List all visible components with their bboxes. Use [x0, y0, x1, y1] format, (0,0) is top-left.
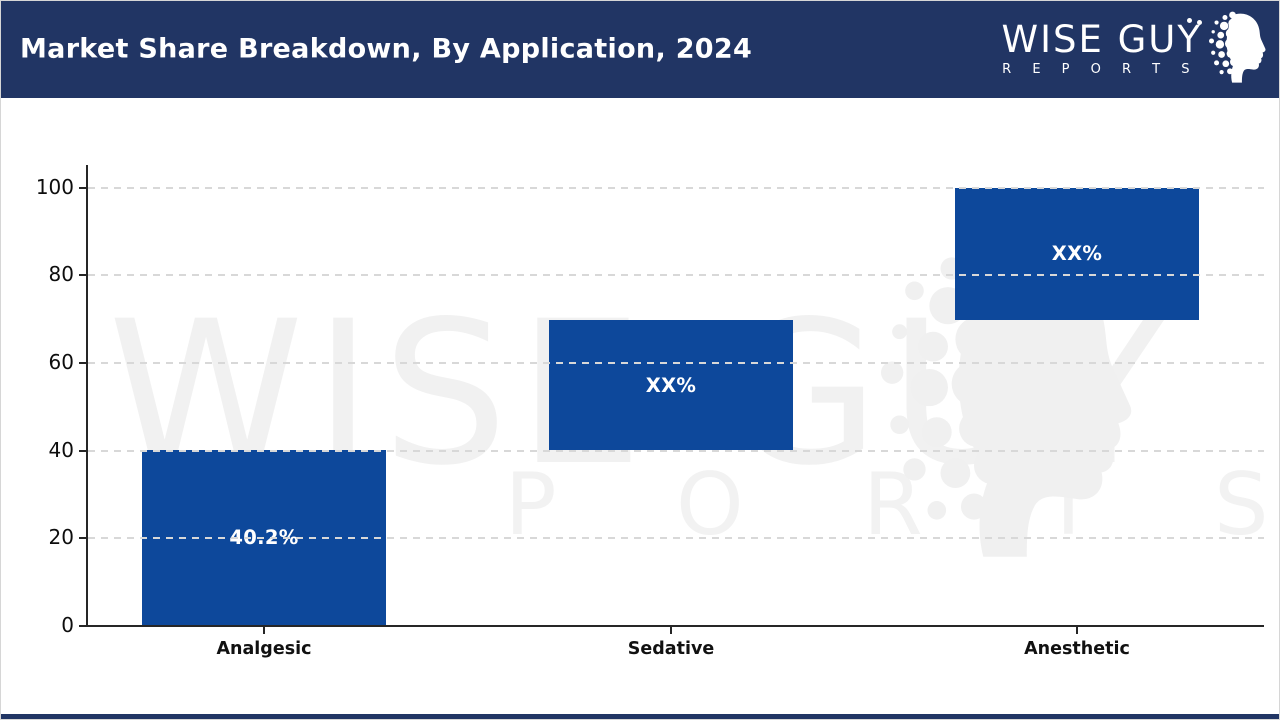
x-axis-line	[86, 625, 1264, 627]
y-axis-line	[86, 165, 88, 627]
brand-logo-text: WISE GUY R E P O R T S	[1001, 18, 1202, 77]
category-label-sedative: Sedative	[627, 639, 715, 659]
y-tick-mark	[79, 537, 86, 540]
category-label-analgesic: Analgesic	[216, 639, 312, 659]
y-tick-label: 80	[48, 262, 74, 287]
logo-y-dots-decoration	[1187, 18, 1192, 23]
category-label-anesthetic: Anesthetic	[1024, 639, 1130, 659]
gridline-100	[88, 186, 1264, 189]
y-tick-label: 0	[61, 613, 74, 637]
y-tick-mark	[79, 449, 86, 452]
gridline-60	[88, 361, 1264, 364]
gridline-20	[88, 537, 1264, 540]
header-bar: Market Share Breakdown, By Application, …	[0, 0, 1280, 98]
brand-logo: WISE GUY R E P O R T S	[1002, 4, 1272, 94]
bar-anesthetic: XX%	[955, 187, 1199, 321]
y-tick-mark	[79, 186, 86, 189]
x-tick-mark	[263, 627, 265, 634]
bar-sedative: XX%	[549, 320, 793, 450]
x-tick-mark	[1076, 627, 1078, 634]
y-tick-label: 40	[48, 437, 74, 462]
y-tick-mark	[79, 361, 86, 364]
y-tick-mark	[79, 274, 86, 277]
bar-value-label: XX%	[1051, 242, 1103, 266]
y-tick-mark	[79, 625, 86, 627]
x-tick-mark	[670, 627, 672, 634]
footer-bar	[0, 714, 1280, 720]
brand-logo-wordmark: WISE GUY	[1001, 18, 1202, 61]
y-tick-label: 100	[35, 174, 74, 199]
y-tick-label: 20	[48, 525, 74, 550]
gridline-40	[88, 449, 1264, 452]
gridline-80	[88, 274, 1264, 277]
bar-value-label: XX%	[645, 373, 697, 397]
page-title: Market Share Breakdown, By Application, …	[20, 33, 753, 65]
y-tick-label: 60	[48, 349, 74, 374]
brand-logo-subtitle: R E P O R T S	[1002, 62, 1198, 77]
